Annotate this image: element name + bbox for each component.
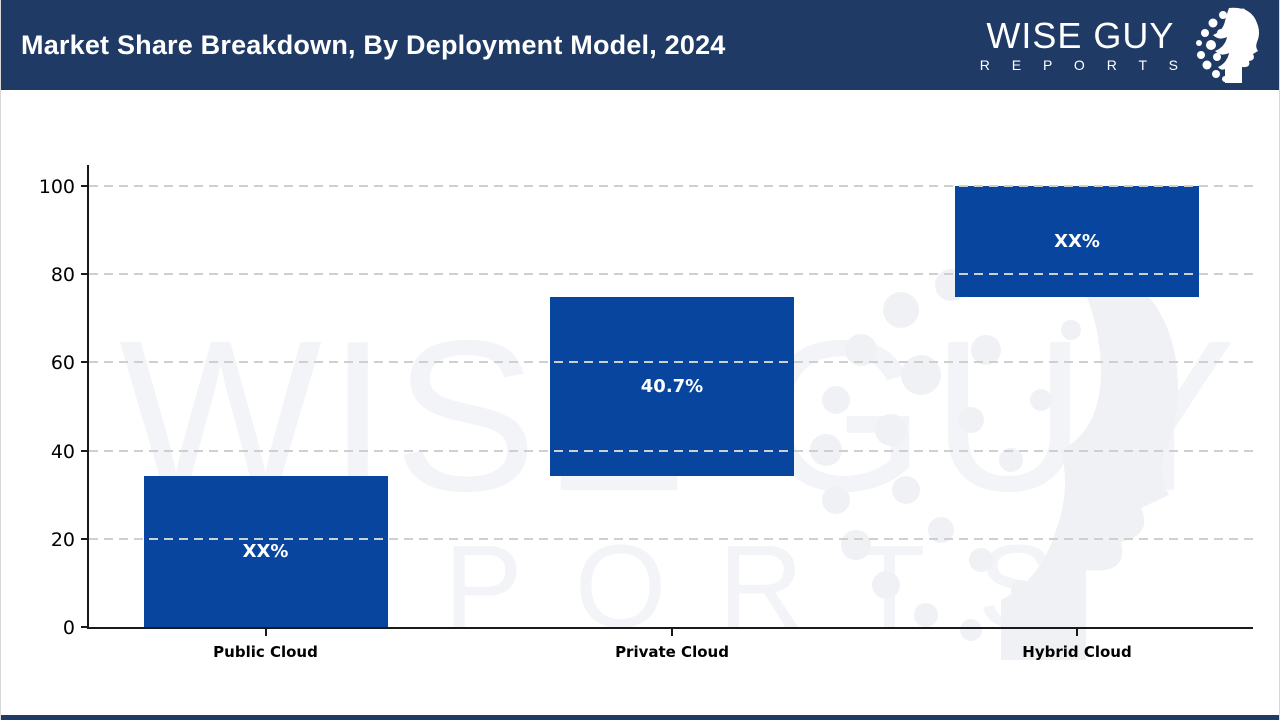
y-tick-80	[81, 273, 87, 276]
brand-logo-text: WISE GUY R E P O R T S	[974, 15, 1187, 73]
bar-hybrid-cloud: XX%	[955, 186, 1199, 297]
x-tick-private-cloud	[671, 627, 673, 636]
brand-name: WISE GUY	[986, 15, 1175, 56]
x-category-label-public-cloud: Public Cloud	[213, 643, 318, 661]
x-tick-public-cloud	[264, 627, 267, 636]
plot-area: 0 20 40 60 80 100 XX% Public Cloud 40.7% Private …	[39, 165, 1253, 661]
y-tick-0	[81, 626, 87, 628]
y-tick-label-40: 40	[50, 440, 75, 463]
bar-value-label-public-cloud: XX%	[242, 541, 289, 563]
x-tick-hybrid-cloud	[1076, 627, 1078, 636]
bar-value-label-hybrid-cloud: XX%	[1054, 230, 1100, 252]
gridline-40	[89, 449, 1253, 452]
page-title: Market Share Breakdown, By Deployment Mo…	[21, 29, 726, 60]
wiseguy-head-icon	[1196, 7, 1259, 83]
x-axis-line	[87, 627, 1253, 629]
gridline-80	[89, 273, 1253, 276]
chart-area: WISE GUY REPORTS 0 20 40 60 80 100 XX% Pu	[1, 90, 1279, 715]
y-tick-label-60: 60	[50, 352, 75, 375]
gridline-100	[89, 185, 1253, 187]
footer-bar	[1, 715, 1279, 720]
y-tick-label-0: 0	[62, 617, 75, 639]
y-tick-40	[81, 449, 87, 452]
y-tick-100	[81, 185, 87, 187]
x-category-label-private-cloud: Private Cloud	[615, 643, 729, 661]
header: Market Share Breakdown, By Deployment Mo…	[1, 0, 1279, 90]
y-tick-label-20: 20	[50, 528, 75, 551]
x-category-label-hybrid-cloud: Hybrid Cloud	[1022, 643, 1132, 661]
brand-subtitle: R E P O R T S	[979, 57, 1187, 73]
bar-private-cloud: 40.7%	[550, 296, 794, 477]
gridline-20	[89, 537, 1253, 540]
bar-value-label-private-cloud: 40.7%	[640, 375, 704, 397]
gridline-60	[89, 361, 1253, 364]
y-tick-20	[81, 537, 87, 540]
brand-logo: WISE GUY R E P O R T S	[974, 5, 1263, 85]
bar-public-cloud: XX%	[143, 476, 388, 627]
y-tick-60	[81, 361, 87, 364]
y-tick-label-80: 80	[50, 264, 75, 287]
y-tick-label-100: 100	[38, 176, 75, 198]
y-axis-line	[87, 165, 89, 629]
